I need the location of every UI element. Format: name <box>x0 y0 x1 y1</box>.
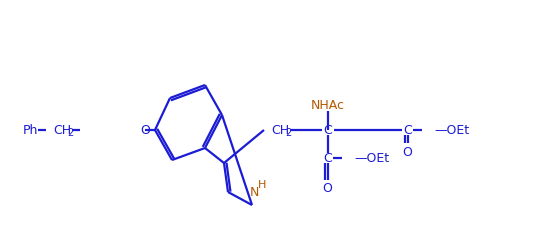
Text: O: O <box>140 123 150 137</box>
Text: C: C <box>403 123 413 137</box>
Text: Ph: Ph <box>23 123 38 137</box>
Text: H: H <box>258 180 266 190</box>
Text: —OEt: —OEt <box>434 123 469 137</box>
Text: CH: CH <box>271 123 289 137</box>
Text: C: C <box>324 123 333 137</box>
Text: CH: CH <box>53 123 71 137</box>
Text: N: N <box>249 187 259 200</box>
Text: O: O <box>402 146 412 159</box>
Text: C: C <box>324 151 333 164</box>
Text: 2: 2 <box>285 128 291 138</box>
Text: 2: 2 <box>67 128 73 138</box>
Text: —OEt: —OEt <box>354 151 389 164</box>
Text: NHAc: NHAc <box>311 99 345 111</box>
Text: O: O <box>322 182 332 196</box>
